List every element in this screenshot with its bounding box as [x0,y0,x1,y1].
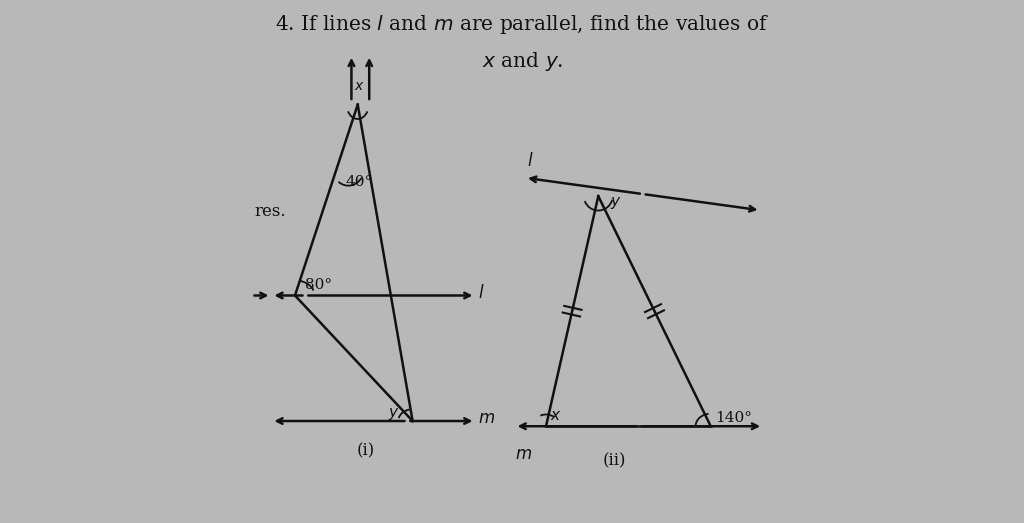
Text: 40°: 40° [346,175,373,189]
Text: $x$ and $y$.: $x$ and $y$. [481,50,563,73]
Text: $y$: $y$ [610,195,622,211]
Text: $m$: $m$ [515,446,531,463]
Text: $l$: $l$ [526,152,534,170]
Text: (i): (i) [356,442,375,459]
Text: $x$: $x$ [550,409,562,423]
Text: (ii): (ii) [602,452,626,470]
Text: $m$: $m$ [478,410,495,427]
Text: 4. If lines $l$ and $m$ are parallel, find the values of: 4. If lines $l$ and $m$ are parallel, fi… [275,13,770,36]
Text: res.: res. [255,203,287,220]
Text: $l$: $l$ [478,284,484,302]
Text: $x$: $x$ [354,79,365,93]
Text: $y$: $y$ [387,406,399,422]
Text: 140°: 140° [715,411,752,425]
Text: 80°: 80° [305,278,333,292]
